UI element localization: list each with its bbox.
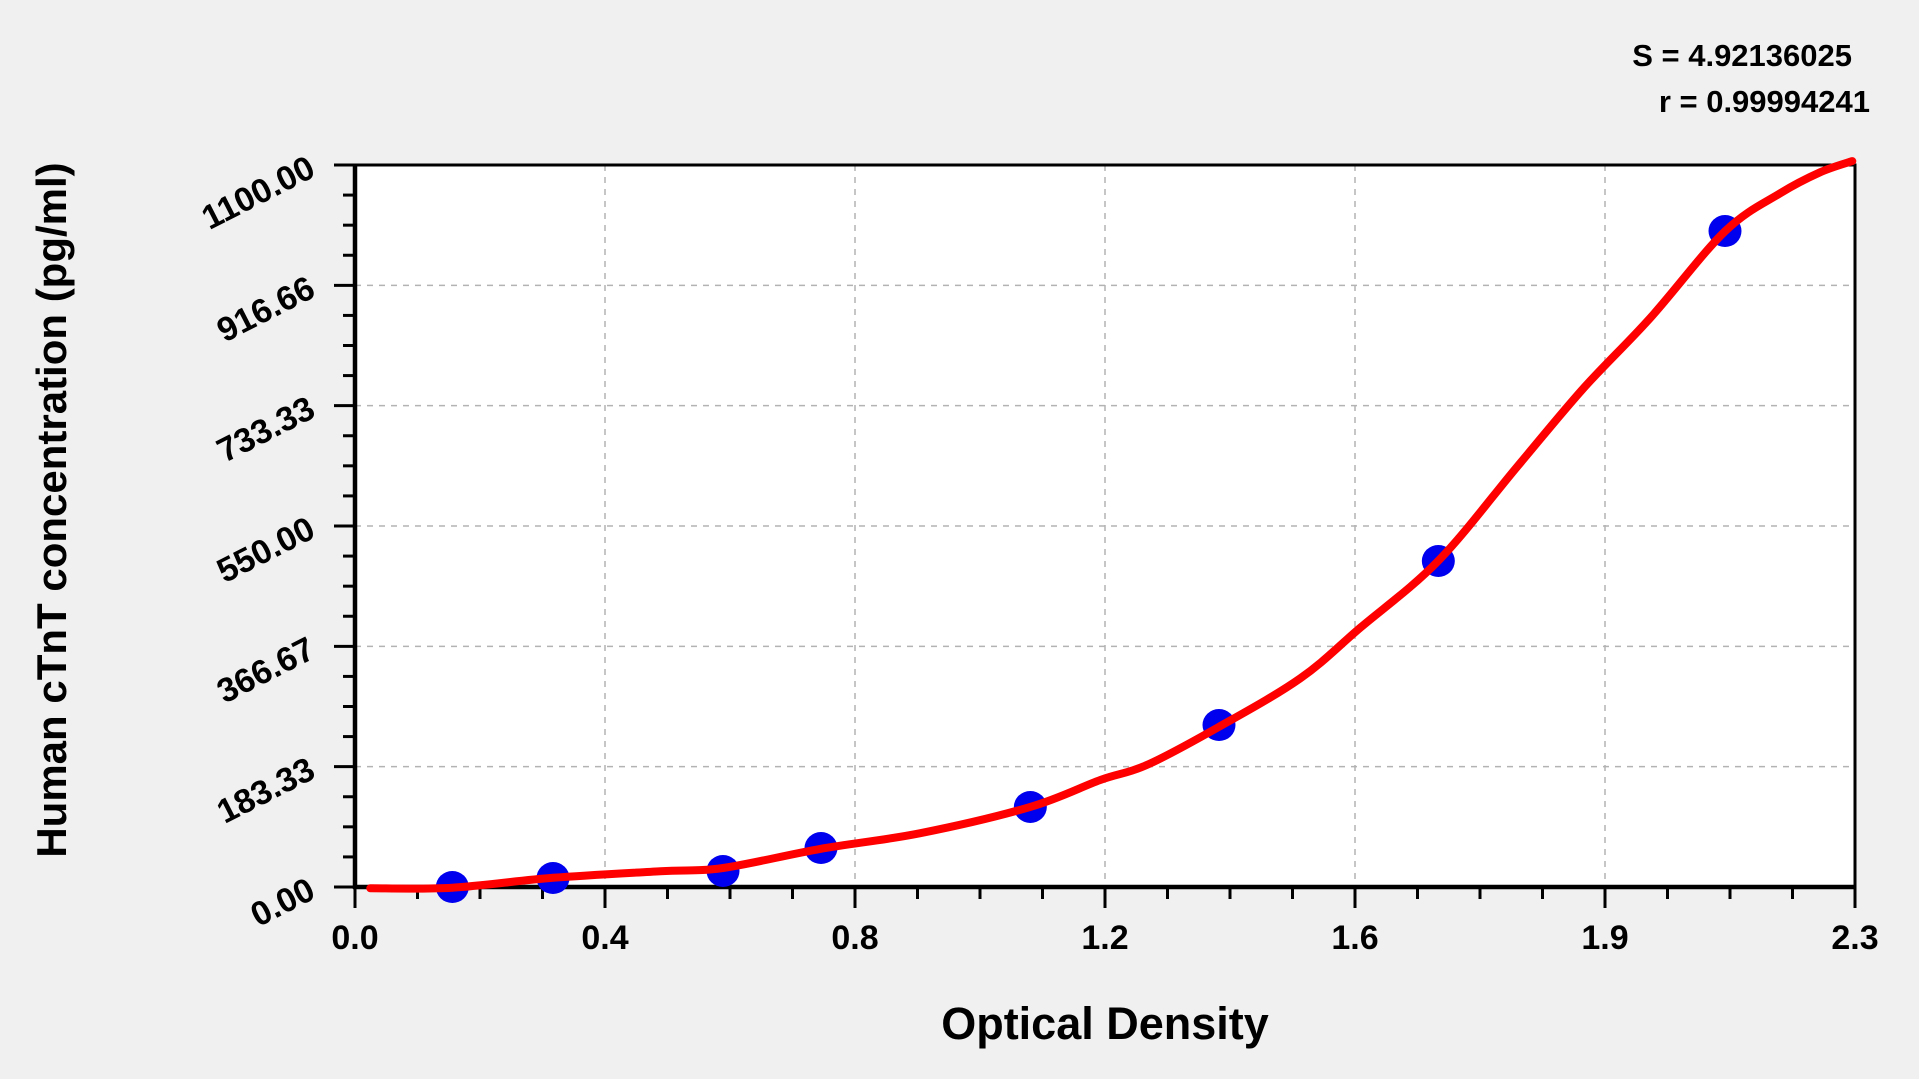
x-tick-label: 0.8 [831, 919, 878, 957]
y-tick-label: 183.33 [211, 750, 321, 831]
x-tick-label: 0.4 [581, 919, 628, 957]
y-tick-label: 1100.00 [196, 149, 321, 238]
fit-statistics: S = 4.92136025 r = 0.99994241 [1632, 33, 1870, 125]
s-statistic: S = 4.92136025 [1632, 38, 1852, 73]
y-tick-label: 0.00 [245, 871, 321, 935]
x-tick-label: 2.3 [1831, 919, 1878, 957]
x-tick-label: 1.2 [1081, 919, 1128, 957]
y-axis-title: Human cTnT concentration (pg/ml) [28, 162, 75, 858]
y-tick-label: 916.66 [211, 269, 321, 350]
y-tick-label: 550.00 [211, 510, 321, 591]
x-tick-label: 1.6 [1331, 919, 1378, 957]
x-axis-title: Optical Density [941, 998, 1269, 1049]
x-tick-label: 0.0 [331, 919, 378, 957]
y-tick-label: 733.33 [211, 389, 321, 470]
r-statistic: r = 0.99994241 [1658, 84, 1870, 119]
standard-curve-line [366, 157, 1857, 893]
y-tick-label: 366.67 [211, 630, 321, 711]
x-tick-label: 1.9 [1581, 919, 1628, 957]
